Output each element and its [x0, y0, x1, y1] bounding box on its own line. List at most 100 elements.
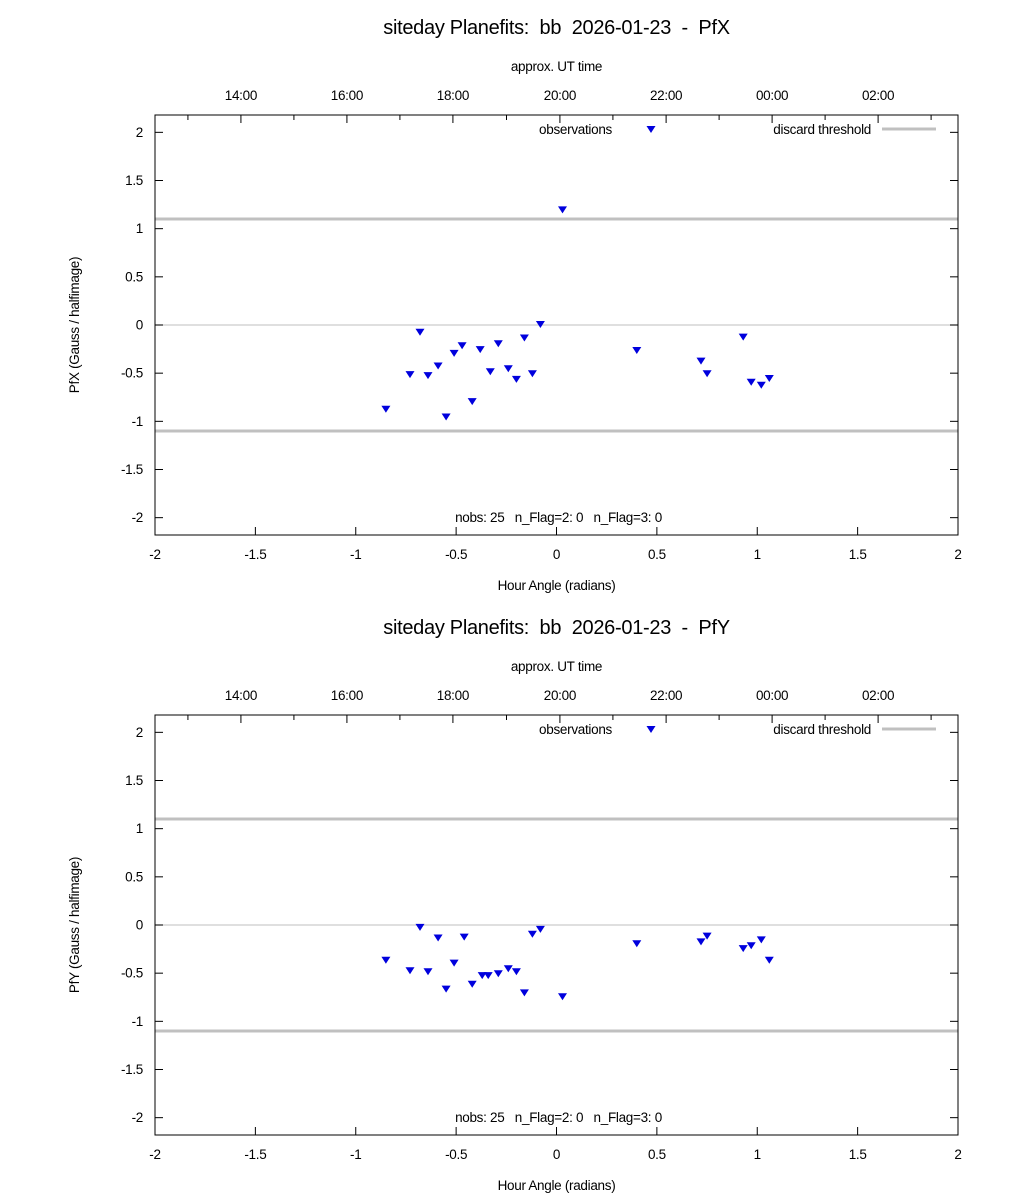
data-point [423, 372, 433, 380]
data-point [519, 334, 529, 342]
ut-tick-label: 02:00 [862, 88, 894, 103]
y-tick-label: 2 [136, 725, 143, 740]
x-tick-label: 2 [954, 1147, 961, 1162]
data-point [493, 340, 503, 348]
data-point [738, 333, 748, 341]
x-tick-label: 0.5 [648, 547, 666, 562]
y-tick-label: -2 [132, 510, 143, 525]
data-point [632, 347, 642, 354]
x-tick-label: -1 [350, 1147, 361, 1162]
x-tick-label: -1.5 [244, 1147, 266, 1162]
chart-title: siteday Planefits: bb 2026-01-23 - PfX [383, 17, 730, 39]
x-tick-label: -2 [149, 1147, 160, 1162]
ut-tick-label: 18:00 [437, 88, 469, 103]
data-point [702, 932, 712, 940]
legend-triangle-down-icon [646, 726, 656, 733]
data-point [405, 967, 415, 975]
data-point [423, 968, 433, 976]
x-tick-label: 0 [553, 1147, 560, 1162]
ut-tick-label: 16:00 [331, 688, 363, 703]
data-point [467, 398, 477, 406]
data-point [483, 972, 493, 980]
y-tick-label: -1.5 [121, 462, 143, 477]
data-point [756, 936, 766, 944]
y-tick-label: -0.5 [121, 966, 143, 981]
x-axis-title: Hour Angle (radians) [498, 1178, 616, 1193]
data-point [459, 933, 469, 941]
data-point [441, 413, 451, 421]
x-tick-label: -1 [350, 547, 361, 562]
data-point [558, 993, 567, 1001]
x-tick-label: 1.5 [849, 1147, 867, 1162]
y-tick-label: -1 [132, 414, 143, 429]
data-point [493, 970, 503, 978]
data-point [441, 985, 451, 993]
x-tick-label: -0.5 [445, 547, 467, 562]
y-tick-label: 1 [136, 821, 143, 836]
nobs-annotation: nobs: 25 n_Flag=2: 0 n_Flag=3: 0 [455, 1110, 662, 1125]
legend-triangle-down-icon [646, 126, 656, 133]
data-point [558, 206, 567, 214]
y-tick-label: 2 [136, 125, 143, 140]
nobs-annotation: nobs: 25 n_Flag=2: 0 n_Flag=3: 0 [455, 510, 662, 525]
ut-tick-label: 18:00 [437, 688, 469, 703]
y-tick-label: -0.5 [121, 366, 143, 381]
data-point [756, 381, 766, 389]
y-tick-label: 0 [136, 918, 143, 933]
ut-tick-label: 22:00 [650, 688, 682, 703]
x-tick-label: 1 [754, 547, 761, 562]
data-point [527, 930, 537, 938]
data-point [475, 346, 485, 354]
data-point [477, 972, 487, 980]
data-point [449, 959, 459, 967]
data-point [415, 923, 425, 931]
data-point [702, 370, 712, 378]
data-point [503, 365, 513, 373]
x-tick-label: 2 [954, 547, 961, 562]
data-point [764, 375, 774, 382]
y-axis-title: PfY (Gauss / halfimage) [67, 857, 82, 993]
ut-tick-label: 20:00 [544, 688, 576, 703]
data-point [738, 945, 748, 953]
legend-threshold-label: discard threshold [773, 122, 871, 137]
x-tick-label: -0.5 [445, 1147, 467, 1162]
y-tick-label: 1.5 [125, 173, 143, 188]
legend-threshold-label: discard threshold [773, 722, 871, 737]
chart-title: siteday Planefits: bb 2026-01-23 - PfY [383, 617, 730, 639]
x-tick-label: -1.5 [244, 547, 266, 562]
data-point [503, 965, 513, 973]
pfx-chart-container: 2 1.5 1 0.5 0 -0.5 -1 -1.5 -2 -2 -1.5 -1 -0.5 0 0.5 1 1.… [67, 17, 962, 593]
data-point [405, 371, 415, 379]
data-point [381, 405, 391, 413]
data-point [696, 357, 706, 365]
legend: observations discard threshold [539, 122, 936, 137]
y-axis-title: PfX (Gauss / halfimage) [67, 257, 82, 393]
legend-observations-label: observations [539, 722, 612, 737]
x-axis-title: Hour Angle (radians) [498, 578, 616, 593]
data-point [632, 940, 642, 948]
y-tick-label: 0.5 [125, 269, 143, 284]
legend-observations-label: observations [539, 122, 612, 137]
y-tick-label: -1 [132, 1014, 143, 1029]
pfx-chart: 2 1.5 1 0.5 0 -0.5 -1 -1.5 -2 -2 -1.5 -1 -0.5 0 0.5 1 1.… [67, 17, 962, 593]
data-point [511, 968, 521, 976]
pfy-chart-container: 2 1.5 1 0.5 0 -0.5 -1 -1.5 -2 -2 -1.5 -1 -0.5 0 0.5 1 1.… [0, 600, 1024, 1200]
data-point [527, 370, 537, 378]
ut-tick-label: 02:00 [862, 688, 894, 703]
ut-tick-label: 20:00 [544, 88, 576, 103]
x-tick-label: 1 [754, 1147, 761, 1162]
ut-tick-label: 14:00 [225, 88, 257, 103]
y-tick-label: 0.5 [125, 869, 143, 884]
x-tick-label: 0.5 [648, 1147, 666, 1162]
y-tick-label: 1.5 [125, 773, 143, 788]
data-point [519, 989, 529, 997]
ut-tick-label: 16:00 [331, 88, 363, 103]
data-point [381, 956, 391, 964]
y-tick-label: 1 [136, 221, 143, 236]
pfy-chart: 2 1.5 1 0.5 0 -0.5 -1 -1.5 -2 -2 -1.5 -1 -0.5 0 0.5 1 1.… [67, 617, 962, 1193]
data-point [415, 328, 425, 336]
data-point [433, 362, 443, 370]
data-point [746, 378, 756, 386]
data-point [485, 368, 495, 376]
